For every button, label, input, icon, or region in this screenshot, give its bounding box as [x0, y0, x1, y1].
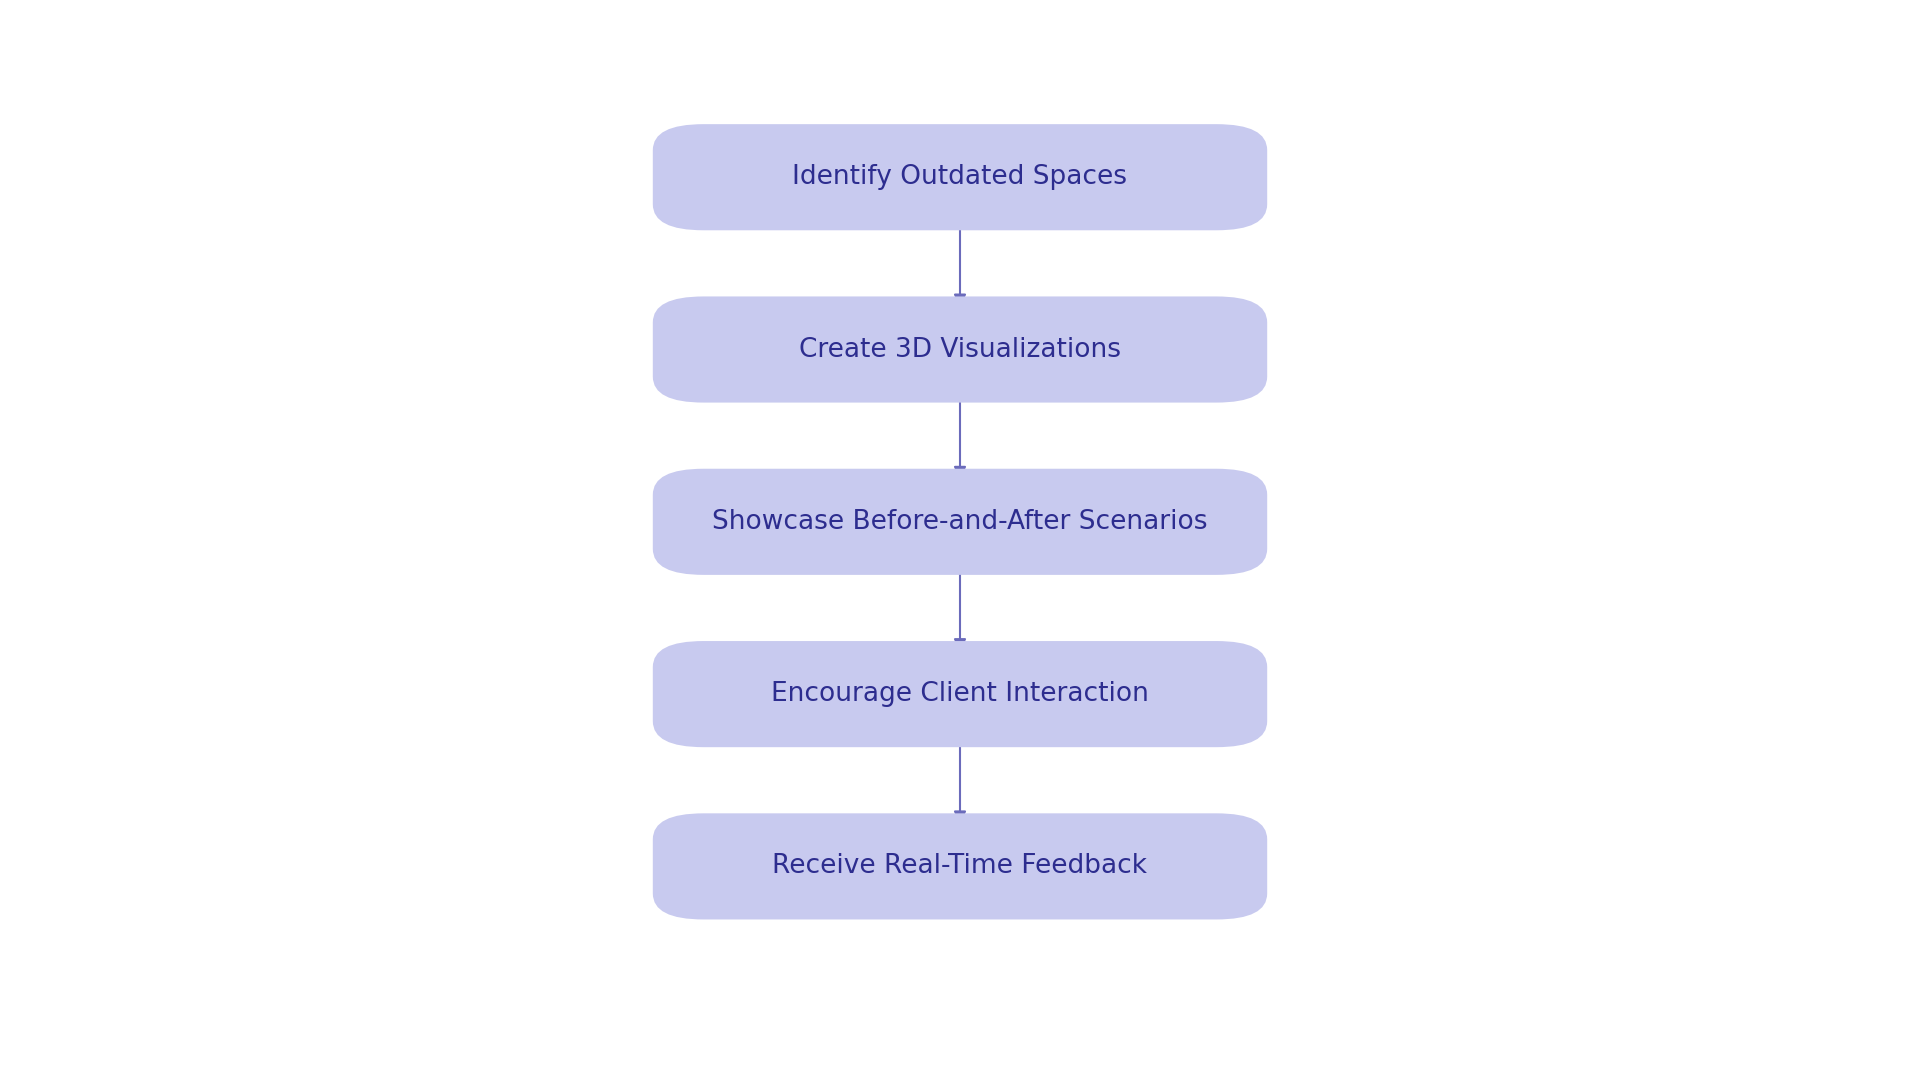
FancyBboxPatch shape — [653, 125, 1267, 231]
FancyBboxPatch shape — [653, 469, 1267, 575]
Text: Showcase Before-and-After Scenarios: Showcase Before-and-After Scenarios — [712, 509, 1208, 535]
Text: Identify Outdated Spaces: Identify Outdated Spaces — [793, 165, 1127, 191]
FancyBboxPatch shape — [653, 641, 1267, 747]
FancyBboxPatch shape — [653, 297, 1267, 403]
Text: Receive Real-Time Feedback: Receive Real-Time Feedback — [772, 853, 1148, 879]
Text: Encourage Client Interaction: Encourage Client Interaction — [772, 681, 1148, 707]
FancyBboxPatch shape — [653, 813, 1267, 919]
Text: Create 3D Visualizations: Create 3D Visualizations — [799, 337, 1121, 363]
